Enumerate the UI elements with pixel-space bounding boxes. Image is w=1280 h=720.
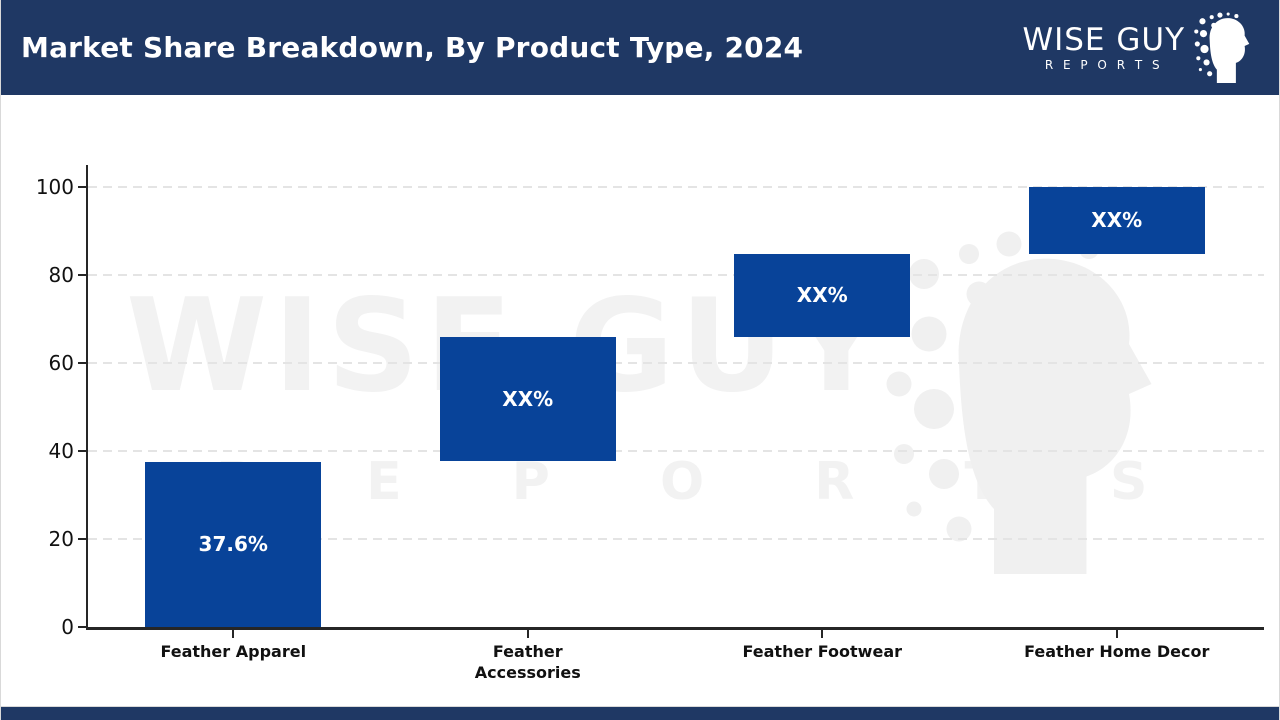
x-tick-mark bbox=[526, 630, 529, 638]
bar-feather-apparel bbox=[145, 461, 322, 627]
x-category-label: Feather Apparel bbox=[103, 641, 363, 662]
x-tick-mark bbox=[1115, 630, 1118, 638]
y-tick-label-100: 100 bbox=[35, 175, 74, 199]
footer-bar bbox=[1, 706, 1279, 720]
bar-feather-accessories bbox=[439, 337, 616, 462]
wise-guy-logo: WISE GUY R E P O R T S bbox=[1022, 12, 1253, 84]
logo-text: WISE GUY R E P O R T S bbox=[1022, 23, 1185, 72]
x-category-label-line: Feather Home Decor bbox=[1024, 642, 1210, 661]
gridline-80 bbox=[88, 274, 1264, 276]
bar-value-label: XX% bbox=[502, 387, 554, 412]
y-tick-label-80: 80 bbox=[48, 263, 74, 287]
x-category-label: Feather Accessories bbox=[398, 641, 658, 683]
header: Market Share Breakdown, By Product Type,… bbox=[1, 0, 1279, 95]
bar-feather-home-decor bbox=[1028, 187, 1205, 254]
y-tick-mark-100 bbox=[78, 186, 86, 188]
x-tick-mark bbox=[821, 630, 824, 638]
x-category-label: Feather Footwear bbox=[692, 641, 952, 662]
y-tick-label-0: 0 bbox=[61, 615, 74, 639]
y-tick-mark-40 bbox=[78, 450, 86, 452]
y-tick-mark-20 bbox=[78, 538, 86, 540]
x-category-label-line: Feather Footwear bbox=[742, 642, 902, 661]
x-category-label-line: Feather bbox=[492, 642, 563, 661]
y-tick-mark-0 bbox=[78, 626, 86, 628]
gridline-40 bbox=[88, 450, 1264, 452]
x-category-label-line: Accessories bbox=[474, 663, 581, 682]
x-tick-mark bbox=[232, 630, 235, 638]
bar-value-label: XX% bbox=[796, 283, 848, 308]
bar-feather-footwear bbox=[734, 253, 911, 338]
x-axis bbox=[86, 627, 1264, 630]
logo-reports: R E P O R T S bbox=[1044, 58, 1163, 72]
gridline-20 bbox=[88, 538, 1264, 540]
y-tick-mark-80 bbox=[78, 274, 86, 276]
logo-name: WISE GUY bbox=[1022, 22, 1185, 58]
y-axis bbox=[86, 165, 88, 629]
bar-value-label: 37.6% bbox=[198, 532, 268, 557]
x-category-label: Feather Home Decor bbox=[987, 641, 1247, 662]
x-category-label-line: Feather Apparel bbox=[160, 642, 307, 661]
y-tick-label-20: 20 bbox=[48, 527, 74, 551]
y-tick-label-40: 40 bbox=[48, 439, 74, 463]
bar-value-label: XX% bbox=[1091, 208, 1143, 233]
gridline-60 bbox=[88, 362, 1264, 364]
y-tick-mark-60 bbox=[78, 362, 86, 364]
gridline-100 bbox=[88, 186, 1264, 188]
y-tick-label-60: 60 bbox=[48, 351, 74, 375]
page-title: Market Share Breakdown, By Product Type,… bbox=[21, 31, 804, 64]
